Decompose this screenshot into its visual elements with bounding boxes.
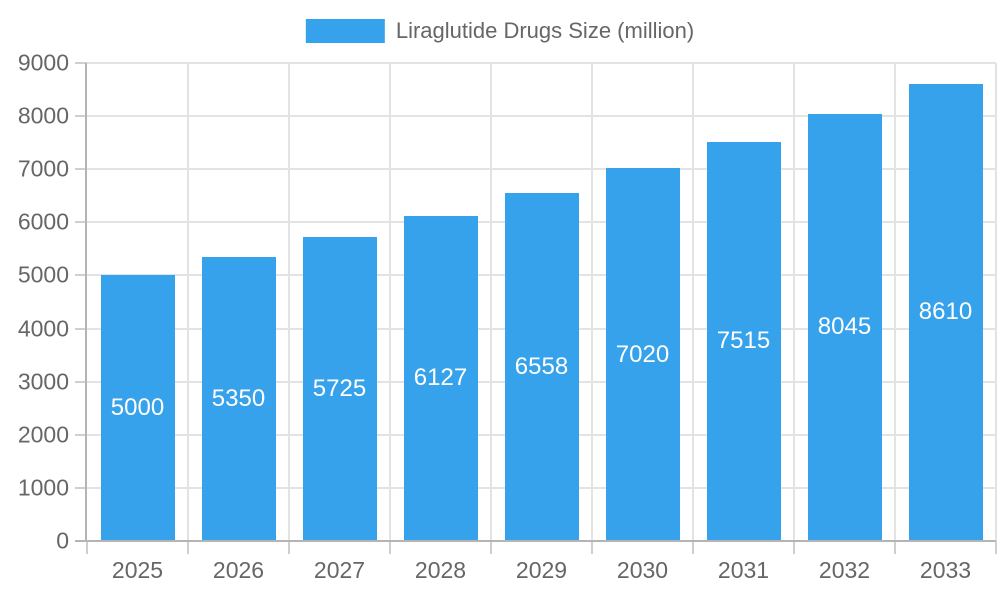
y-axis-tick-label: 4000: [17, 315, 69, 342]
y-gridline: [87, 115, 996, 118]
plot-area: 0 1000 2000 3000 4000 5000 6000 7000 8000 9000 500…: [18, 50, 997, 583]
y-tick-mark: [75, 221, 87, 224]
bar-2025[interactable]: 5000: [100, 275, 175, 541]
bar-value-label: 5000: [110, 394, 165, 422]
x-axis-tick-label: 2027: [313, 557, 366, 583]
x-gridline: [490, 63, 492, 541]
x-gridline: [995, 63, 997, 541]
x-axis-tick-label: 2031: [717, 557, 770, 583]
bar-value-label: 5725: [312, 374, 367, 402]
y-axis-tick-label: 8000: [17, 102, 69, 129]
x-gridline: [793, 63, 795, 541]
y-axis-tick-label: 6000: [17, 208, 69, 235]
x-tick-mark: [793, 541, 795, 554]
y-axis-tick-label: 9000: [17, 49, 69, 76]
x-axis-tick-label: 2033: [919, 557, 972, 583]
x-axis-tick-label: 2026: [212, 557, 265, 583]
bar-2033[interactable]: 8610: [908, 83, 983, 541]
x-gridline: [187, 63, 189, 541]
x-tick-mark: [389, 541, 391, 554]
x-axis-baseline: [75, 540, 996, 542]
y-tick-mark: [75, 327, 87, 330]
y-gridline: [87, 168, 996, 171]
y-tick-mark: [75, 380, 87, 383]
bar-2027[interactable]: 5725: [302, 236, 377, 541]
x-tick-mark: [490, 541, 492, 554]
x-gridline: [692, 63, 694, 541]
y-axis-tick-label: 0: [56, 527, 69, 554]
x-axis-tick-label: 2025: [111, 557, 164, 583]
x-axis-tick-label: 2032: [818, 557, 871, 583]
x-tick-mark: [692, 541, 694, 554]
x-axis-tick-label: 2030: [616, 557, 669, 583]
x-gridline: [894, 63, 896, 541]
bar-value-label: 7515: [716, 327, 771, 355]
x-gridline: [389, 63, 391, 541]
x-tick-mark: [288, 541, 290, 554]
y-tick-mark: [75, 62, 87, 64]
bar-2030[interactable]: 7020: [605, 168, 680, 541]
y-axis-line: [85, 63, 87, 541]
bar-2031[interactable]: 7515: [706, 141, 781, 541]
y-axis-tick-label: 2000: [17, 421, 69, 448]
bar-2026[interactable]: 5350: [201, 256, 276, 541]
y-tick-mark: [75, 274, 87, 277]
x-axis-tick-label: 2029: [515, 557, 568, 583]
y-axis-tick-label: 7000: [17, 155, 69, 182]
x-gridline: [288, 63, 290, 541]
bar-2032[interactable]: 8045: [807, 113, 882, 541]
legend-label: Liraglutide Drugs Size (million): [395, 18, 695, 43]
bar-value-label: 8045: [817, 313, 872, 341]
legend-swatch[interactable]: [305, 19, 385, 43]
bar-value-label: 7020: [615, 340, 670, 368]
bar-value-label: 5350: [211, 384, 266, 412]
bar-2028[interactable]: 6127: [403, 215, 478, 541]
bar-2029[interactable]: 6558: [504, 192, 579, 541]
x-tick-mark: [86, 541, 88, 554]
y-axis-tick-label: 5000: [17, 261, 69, 288]
x-tick-mark: [995, 541, 997, 554]
x-tick-mark: [591, 541, 593, 554]
y-axis-tick-label: 1000: [17, 474, 69, 501]
bar-value-label: 6127: [413, 364, 468, 392]
y-axis-tick-label: 3000: [17, 368, 69, 395]
y-gridline: [87, 62, 996, 64]
bar-value-label: 6558: [514, 352, 569, 380]
x-tick-mark: [187, 541, 189, 554]
y-tick-mark: [75, 433, 87, 436]
x-axis-tick-label: 2028: [414, 557, 467, 583]
x-gridline: [591, 63, 593, 541]
y-tick-mark: [75, 168, 87, 171]
bar-value-label: 8610: [918, 298, 973, 326]
y-tick-mark: [75, 115, 87, 118]
legend[interactable]: Liraglutide Drugs Size (million): [305, 18, 695, 43]
y-tick-mark: [75, 486, 87, 489]
x-tick-mark: [894, 541, 896, 554]
